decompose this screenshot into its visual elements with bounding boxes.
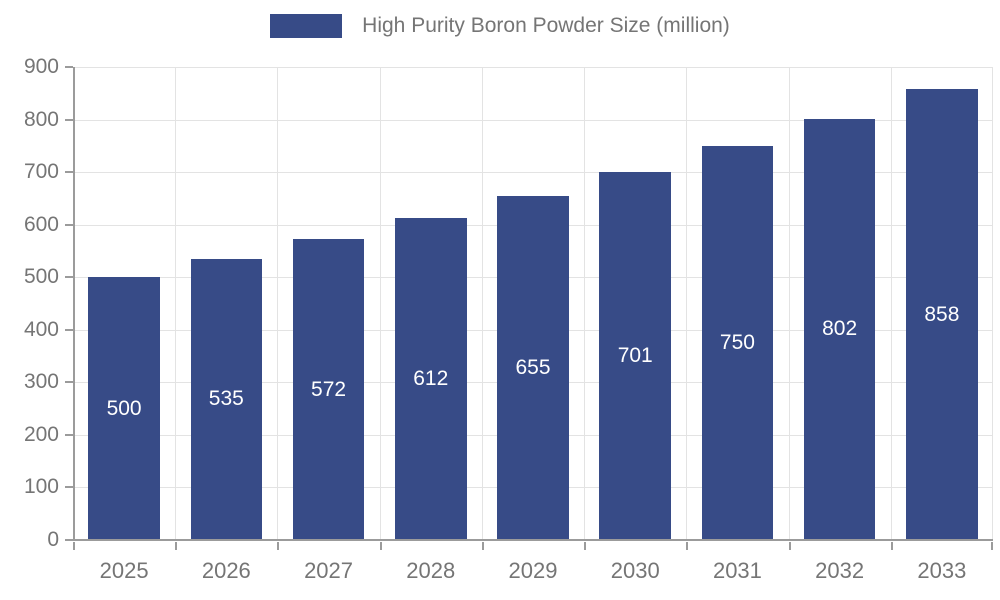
bar-2029[interactable]: 655	[497, 195, 569, 540]
legend-swatch-icon	[270, 14, 343, 38]
x-axis-tick	[686, 542, 689, 550]
gridline-horizontal	[73, 172, 993, 174]
y-axis-tick-label: 400	[23, 317, 59, 341]
gridline-vertical	[992, 67, 993, 540]
x-axis-tick	[481, 542, 484, 550]
bar-2027[interactable]: 572	[292, 239, 365, 540]
y-axis-tick-label: 700	[23, 160, 59, 184]
y-axis-tick	[65, 381, 73, 384]
x-axis-tick-label: 2031	[712, 558, 762, 583]
x-axis-tick	[991, 542, 993, 550]
y-axis-tick-label: 0	[47, 528, 59, 551]
bar-value-label: 572	[311, 377, 347, 401]
y-axis-tick-label: 500	[23, 265, 59, 289]
y-axis-tick	[65, 433, 73, 436]
x-axis-tick-label: 2025	[99, 558, 149, 583]
y-axis-tick	[65, 118, 73, 121]
gridline-vertical	[277, 67, 279, 540]
bar-2026[interactable]: 535	[190, 258, 263, 540]
legend-item[interactable]: High Purity Boron Powder Size (million)	[0, 14, 1000, 38]
x-axis-tick-label: 2033	[917, 558, 967, 583]
x-axis-tick	[890, 542, 893, 550]
x-axis-tick	[277, 542, 280, 550]
y-axis-tick	[65, 171, 73, 174]
bar-2030[interactable]: 701	[599, 171, 671, 540]
x-axis-tick	[379, 542, 382, 550]
gridline-horizontal	[73, 67, 993, 68]
gridline-vertical	[890, 67, 892, 540]
bar-value-label: 612	[413, 367, 449, 391]
x-axis-tick	[175, 542, 178, 550]
bar-2033[interactable]: 858	[906, 89, 978, 540]
y-axis-tick	[65, 223, 73, 226]
bar-value-label: 500	[106, 396, 142, 420]
y-axis-line	[73, 67, 75, 540]
y-axis-tick-label: 200	[23, 422, 59, 446]
x-axis-tick-label: 2026	[201, 558, 251, 583]
y-axis-tick-label: 800	[23, 107, 59, 131]
x-axis-line	[73, 539, 993, 541]
x-axis-tick-label: 2032	[815, 558, 865, 583]
y-axis-tick-label: 100	[23, 475, 59, 499]
x-axis-tick-label: 2029	[508, 558, 558, 583]
gridline-vertical	[175, 67, 177, 540]
y-axis-tick	[65, 328, 73, 331]
bar-2028[interactable]: 612	[395, 218, 467, 540]
bar-2032[interactable]: 802	[803, 118, 876, 540]
y-axis-tick-label: 600	[23, 212, 59, 236]
y-axis-tick	[65, 276, 73, 279]
x-axis-tick	[584, 542, 587, 550]
bar-2031[interactable]: 750	[701, 145, 774, 540]
x-axis-tick-label: 2027	[304, 558, 354, 583]
y-axis-tick	[65, 486, 73, 489]
bar-value-label: 655	[515, 355, 551, 379]
bar-value-label: 858	[924, 302, 960, 326]
y-axis-tick	[65, 66, 73, 68]
x-axis-tick-label: 2028	[406, 558, 456, 583]
y-axis-tick-label: 300	[23, 370, 59, 394]
gridline-vertical	[481, 67, 483, 540]
bar-2025[interactable]: 500	[88, 277, 160, 540]
legend-label: High Purity Boron Powder Size (million)	[362, 14, 730, 37]
gridline-horizontal	[73, 119, 993, 121]
x-axis-tick	[788, 542, 791, 550]
y-axis-tick-label: 900	[23, 55, 59, 78]
plot-area: 0 100 200 300 400 500 600 700 800 900 2025 2026 2027…	[24, 55, 993, 583]
x-axis-tick	[73, 542, 75, 550]
gridline-vertical	[788, 67, 790, 540]
x-axis-tick-label: 2030	[610, 558, 660, 583]
bar-value-label: 750	[719, 330, 755, 354]
bar-value-label: 802	[822, 317, 858, 341]
y-axis-tick	[65, 539, 73, 541]
gridline-vertical	[379, 67, 381, 540]
gridline-vertical	[686, 67, 688, 540]
bar-value-label: 535	[208, 387, 244, 411]
gridline-vertical	[584, 67, 586, 540]
bar-value-label: 701	[617, 343, 653, 367]
